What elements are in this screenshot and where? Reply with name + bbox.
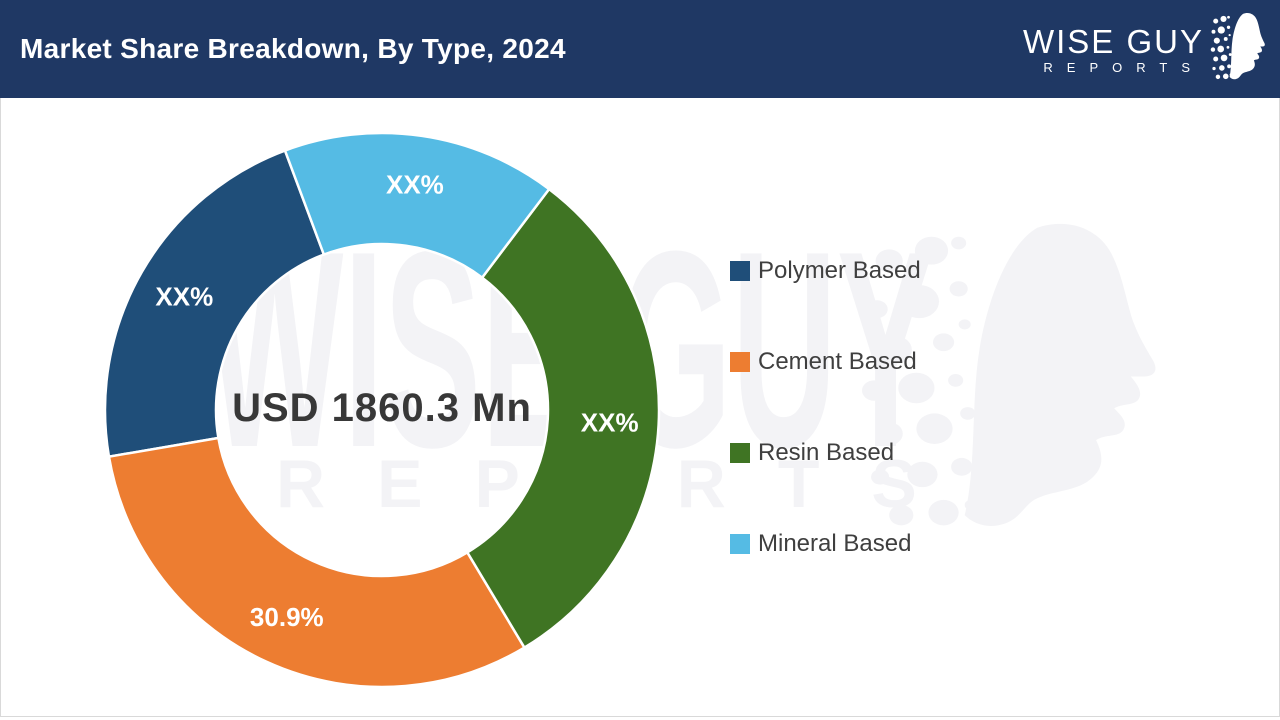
donut-segment-resin-based xyxy=(465,187,661,650)
legend-swatch-mineral-based xyxy=(730,534,750,554)
chart-legend: Polymer Based Cement Based Resin Based Mine… xyxy=(730,256,921,620)
legend-label-mineral-based: Mineral Based xyxy=(758,530,912,557)
segment-label-cement-based: 30.9% xyxy=(250,602,324,632)
legend-item-mineral-based: Mineral Based xyxy=(730,529,921,559)
logo-text: WISE GUY REPORTS xyxy=(1023,25,1204,74)
legend-item-resin-based: Resin Based xyxy=(730,438,921,468)
logo-subtitle: REPORTS xyxy=(1043,59,1204,75)
legend-label-resin-based: Resin Based xyxy=(758,439,895,466)
donut-segment-polymer-based xyxy=(103,148,326,459)
segment-label-resin-based: XX% xyxy=(581,407,639,437)
legend-swatch-polymer-based xyxy=(730,261,750,281)
header-bar: Market Share Breakdown, By Type, 2024 WI… xyxy=(0,0,1280,98)
donut-segment-mineral-based xyxy=(283,131,551,280)
legend-swatch-resin-based xyxy=(730,443,750,463)
segment-label-mineral-based: XX% xyxy=(386,169,444,199)
legend-item-cement-based: Cement Based xyxy=(730,347,921,377)
segment-label-polymer-based: XX% xyxy=(155,281,213,311)
logo-wordmark: WISE GUY xyxy=(1022,22,1204,60)
donut-segment-cement-based xyxy=(107,436,527,689)
donut-chart: XX% 30.9% XX% XX% xyxy=(103,131,661,689)
page-title: Market Share Breakdown, By Type, 2024 xyxy=(20,33,566,64)
donut-center-value: USD 1860.3 Mn xyxy=(232,386,532,430)
legend-label-polymer-based: Polymer Based xyxy=(758,257,921,284)
logo-face-icon xyxy=(1210,13,1265,80)
legend-label-cement-based: Cement Based xyxy=(758,348,917,375)
legend-item-polymer-based: Polymer Based xyxy=(730,256,921,286)
chart-canvas: WISE GUY REPORTS XX%30.9%XX%XX% USD 1860… xyxy=(0,98,1280,717)
wiseguy-logo: WISE GUY REPORTS xyxy=(1023,10,1266,88)
legend-swatch-cement-based xyxy=(730,352,750,372)
